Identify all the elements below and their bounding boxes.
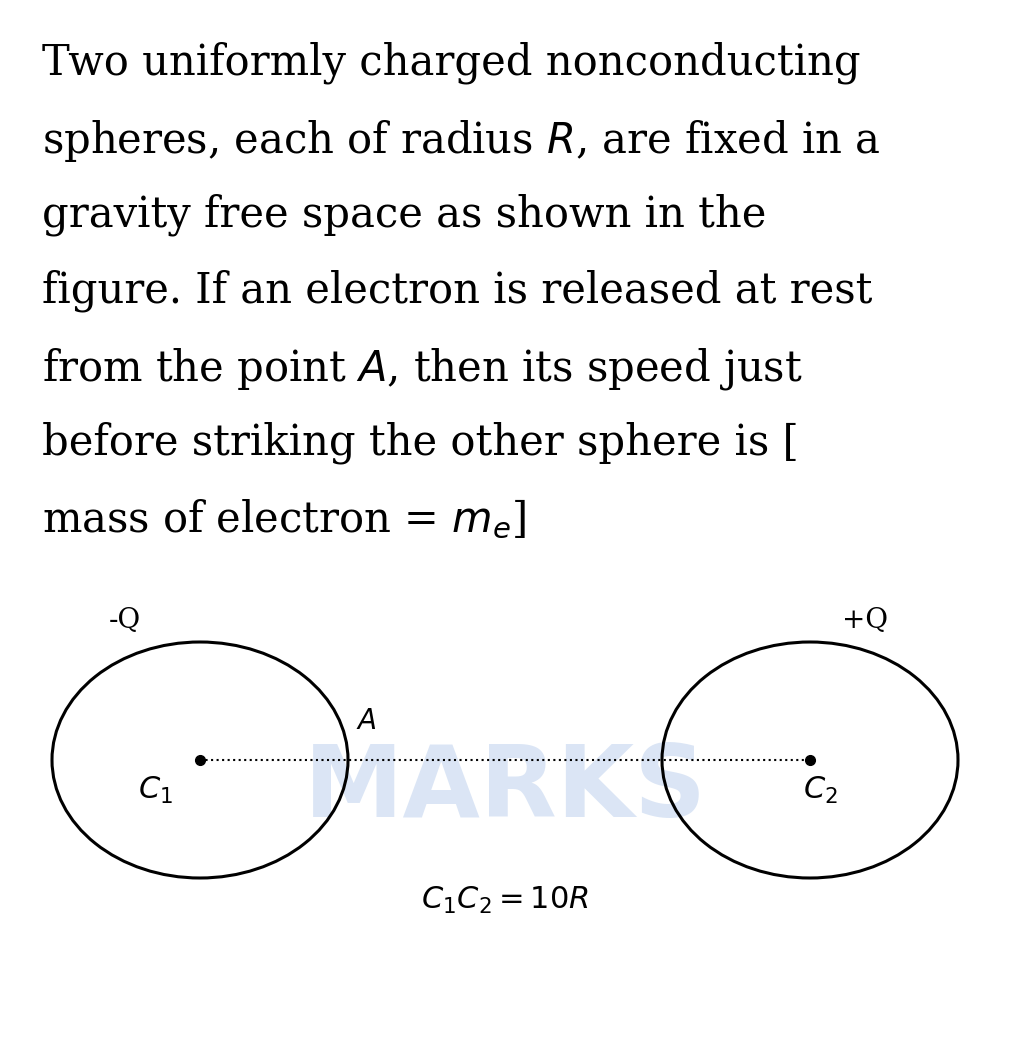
Text: $C_2$: $C_2$: [803, 774, 838, 806]
Text: $C_1C_2 = 10R$: $C_1C_2 = 10R$: [421, 885, 589, 916]
Text: from the point $\mathit{A}$, then its speed just: from the point $\mathit{A}$, then its sp…: [42, 346, 803, 392]
Text: MARKS: MARKS: [303, 742, 707, 838]
Text: spheres, each of radius $\mathit{R}$, are fixed in a: spheres, each of radius $\mathit{R}$, ar…: [42, 118, 881, 163]
Text: figure. If an electron is released at rest: figure. If an electron is released at re…: [42, 270, 872, 312]
Text: +Q: +Q: [842, 607, 888, 633]
Text: -Q: -Q: [109, 607, 141, 633]
Text: Two uniformly charged nonconducting: Two uniformly charged nonconducting: [42, 42, 860, 85]
Text: mass of electron = $m_e$]: mass of electron = $m_e$]: [42, 498, 526, 541]
Text: gravity free space as shown in the: gravity free space as shown in the: [42, 194, 766, 237]
Text: $C_1$: $C_1$: [137, 774, 172, 806]
Text: before striking the other sphere is [: before striking the other sphere is [: [42, 422, 799, 464]
Text: $A$: $A$: [356, 708, 377, 735]
